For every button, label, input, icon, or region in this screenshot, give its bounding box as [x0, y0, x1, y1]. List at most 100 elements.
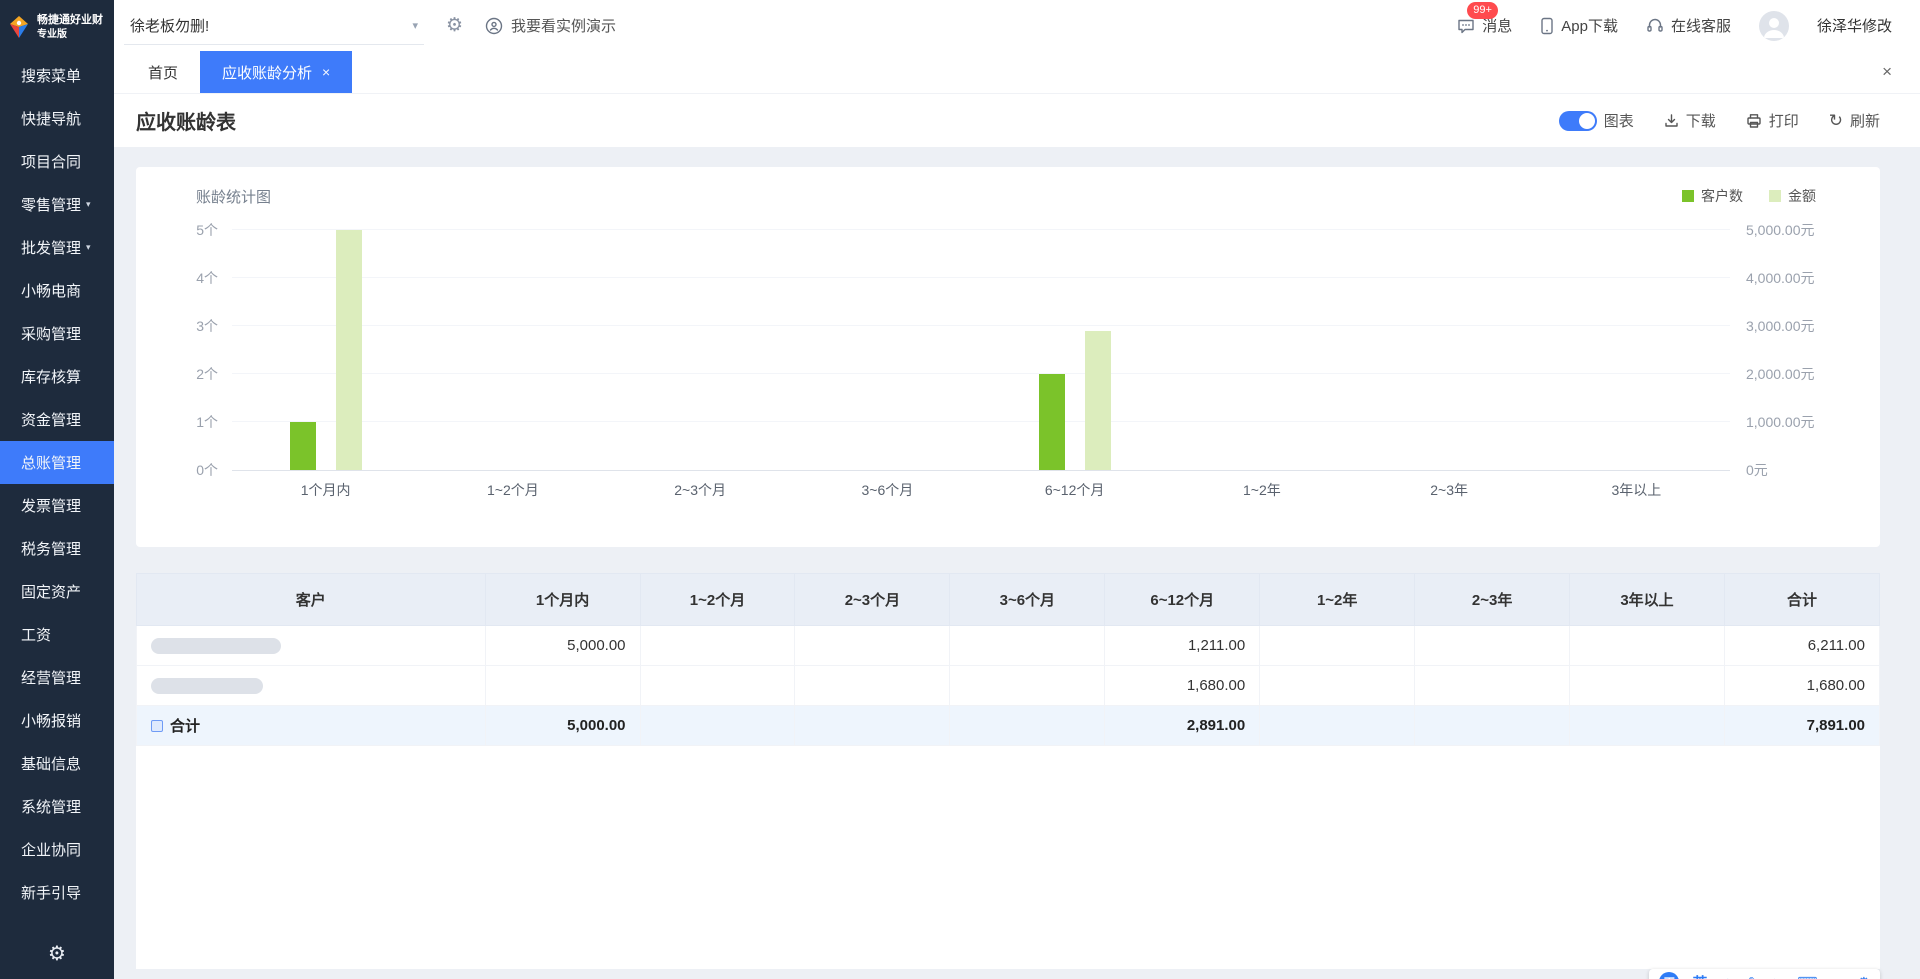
app-download-button[interactable]: App下载 [1540, 15, 1618, 36]
sidebar-item-label: 固定资产 [21, 584, 82, 601]
ime-toolbar: 王 英 ☺ ✎ ✂ ⌨ ☁ ⚙ [1649, 969, 1880, 979]
total-value-cell: 5,000.00 [484, 705, 641, 746]
chevron-down-icon: ▾ [86, 242, 91, 252]
sidebar-item-18[interactable]: 企业协同 [0, 828, 114, 871]
refresh-label: 刷新 [1849, 113, 1880, 130]
sidebar-item-12[interactable]: 固定资产 [0, 570, 114, 613]
download-label: 下载 [1685, 113, 1716, 130]
total-value-cell [1259, 705, 1416, 746]
chart-toggle-switch[interactable] [1558, 110, 1597, 131]
print-button[interactable]: 打印 [1746, 110, 1799, 131]
column-header-0: 客户 [136, 573, 486, 626]
messages-button[interactable]: 99+ 消息 [1457, 2, 1513, 36]
total-value-cell [1414, 705, 1571, 746]
right-axis-tick: 1,000.00元 [1746, 414, 1815, 430]
column-header-2: 1~2个月 [639, 573, 796, 626]
left-axis-tick: 2个 [196, 366, 218, 382]
handwriting-pen-icon[interactable]: ✎ [1748, 975, 1760, 979]
user-name[interactable]: 徐泽华修改 [1816, 18, 1892, 35]
chart-toggle-control: 图表 [1558, 110, 1634, 131]
value-cell [794, 665, 951, 706]
tab-0[interactable]: 首页 [126, 51, 200, 93]
sidebar-item-15[interactable]: 小畅报销 [0, 699, 114, 742]
online-support-button[interactable]: 在线客服 [1646, 15, 1731, 36]
close-all-tabs-icon[interactable]: × [1882, 62, 1892, 81]
sidebar-item-3[interactable]: 零售管理 ▾ [0, 183, 114, 226]
page-title: 应收账龄表 [136, 112, 236, 134]
cloud-icon[interactable]: ☁ [1830, 975, 1844, 979]
sidebar-item-label: 经营管理 [21, 670, 82, 687]
value-cell [639, 625, 796, 666]
virtual-keyboard-icon[interactable]: ⌨ [1797, 975, 1817, 979]
customer-count-bar[interactable] [1038, 374, 1065, 470]
tab-1[interactable]: 应收账龄分析 × [200, 51, 353, 93]
sidebar-item-17[interactable]: 系统管理 [0, 785, 114, 828]
sidebar-item-5[interactable]: 小畅电商 [0, 269, 114, 312]
sidebar-item-label: 小畅报销 [21, 713, 82, 730]
legend-item-0[interactable]: 客户数 [1682, 186, 1743, 206]
tab-close-icon[interactable]: × [322, 64, 331, 80]
app-logo-text: 畅捷通好业财 专业版 [37, 13, 103, 41]
sidebar-item-10[interactable]: 发票管理 [0, 484, 114, 527]
chart-category-3: 3~6个月 [794, 231, 981, 498]
sidebar-item-19[interactable]: 新手引导 [0, 871, 114, 914]
redacted-customer-name [151, 637, 281, 654]
sidebar-item-0[interactable]: 搜索菜单 [0, 54, 114, 97]
value-cell [1414, 665, 1571, 706]
bottom-strip: 王 英 ☺ ✎ ✂ ⌨ ☁ ⚙ [136, 969, 1880, 979]
aging-table-panel: 客户 1个月内 1~2个月 2~3个月 3~6个月 6~12个月 1~2年 2~3年 3年以上合… [136, 573, 1880, 969]
workspace-gear-icon[interactable]: ⚙ [446, 15, 464, 36]
sidebar-item-label: 搜索菜单 [21, 68, 82, 85]
sidebar-item-8[interactable]: 资金管理 [0, 398, 114, 441]
sidebar-item-11[interactable]: 税务管理 [0, 527, 114, 570]
value-cell: 6,211.00 [1723, 625, 1880, 666]
settings-wrench-icon[interactable]: ⚙ [1857, 975, 1870, 979]
sidebar-item-16[interactable]: 基础信息 [0, 742, 114, 785]
chart-left-axis: 0个 1个 2个 3个 4个 5个 [136, 222, 232, 478]
sidebar-item-label: 资金管理 [21, 412, 82, 429]
sidebar-item-6[interactable]: 采购管理 [0, 312, 114, 355]
demo-link[interactable]: 我要看实例演示 [485, 15, 616, 36]
amount-bar[interactable] [335, 230, 362, 470]
scissors-icon[interactable]: ✂ [1772, 975, 1784, 979]
presenter-icon [485, 17, 503, 34]
sidebar-item-7[interactable]: 库存核算 [0, 355, 114, 398]
headset-icon [1647, 18, 1663, 32]
app-logo: 畅捷通好业财 专业版 [0, 0, 114, 54]
download-icon [1665, 114, 1678, 127]
column-header-8: 3年以上 [1569, 573, 1725, 626]
ime-logo[interactable]: 王 [1659, 972, 1680, 979]
customer-count-bar[interactable] [289, 422, 316, 470]
legend-swatch [1682, 190, 1694, 202]
chart-category-7: 3年以上 [1543, 231, 1730, 498]
sidebar-item-1[interactable]: 快捷导航 [0, 97, 114, 140]
grid-line [232, 277, 1730, 278]
messages-label: 消息 [1482, 18, 1513, 35]
ime-language-mode[interactable]: 英 [1692, 972, 1707, 979]
legend-item-1[interactable]: 金额 [1769, 186, 1816, 206]
sidebar-item-label: 税务管理 [21, 541, 82, 558]
total-value-cell: 2,891.00 [1104, 705, 1261, 746]
sidebar-item-13[interactable]: 工资 [0, 613, 114, 656]
sidebar-item-14[interactable]: 经营管理 [0, 656, 114, 699]
table-row: 5,000.00 1,211.00 6,211.00 [136, 625, 1880, 666]
column-header-3: 2~3个月 [794, 573, 951, 626]
user-avatar[interactable] [1758, 10, 1789, 41]
value-cell [639, 665, 796, 706]
emoji-icon[interactable]: ☺ [1720, 975, 1734, 979]
company-select[interactable]: 徐老板勿删! ▾ [124, 7, 424, 45]
chart-category-1: 1~2个月 [419, 231, 606, 498]
sidebar-item-4[interactable]: 批发管理 ▾ [0, 226, 114, 269]
amount-bar[interactable] [1084, 331, 1111, 470]
chevron-down-icon: ▾ [86, 199, 91, 209]
sidebar-item-2[interactable]: 项目合同 [0, 140, 114, 183]
sidebar-settings-gear-icon[interactable]: ⚙ [48, 942, 66, 965]
sidebar-item-9[interactable]: 总账管理 [0, 441, 114, 484]
download-button[interactable]: 下载 [1664, 110, 1716, 131]
bar-group [1038, 331, 1111, 470]
right-axis-tick: 0元 [1746, 462, 1768, 478]
refresh-button[interactable]: ↻ 刷新 [1829, 110, 1880, 131]
page-content: 账龄统计图 客户数 金额 0个 1个 2个 3个 4个 5个 1个月内 1~2个月 2~3个月 3… [114, 147, 1920, 979]
category-label: 2~3个月 [674, 482, 726, 498]
value-cell [484, 665, 641, 706]
